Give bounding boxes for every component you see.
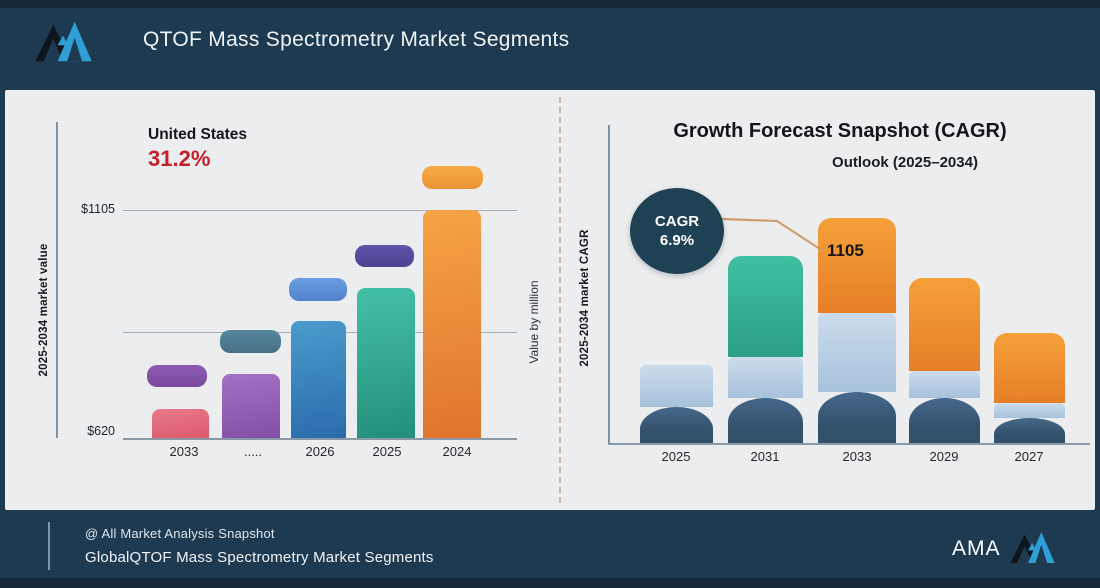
left-y-axis-line: [56, 122, 58, 438]
x-axis-label-2026: 2026: [305, 444, 335, 459]
x-axis-label-2027: 2027: [1014, 449, 1044, 464]
cap-marker-2024: [422, 166, 483, 189]
ama-logo-icon: [35, 21, 92, 62]
panel-divider: [559, 97, 561, 503]
right-y-axis-line: [608, 125, 610, 443]
market-value-bar-2025: [357, 288, 415, 438]
market-value-bar-2026: [291, 321, 346, 438]
navy-segment-2029: [909, 398, 980, 443]
forecast-chart-subtitle: Outlook (2025–2034): [832, 154, 978, 171]
cap-marker-.....: [220, 330, 281, 353]
navy-segment-2033: [818, 392, 896, 443]
mid-segment-2027: [994, 403, 1065, 418]
forecast-chart-title: Growth Forecast Snapshot (CAGR): [673, 120, 1007, 142]
x-axis-label-2033: 2033: [842, 449, 872, 464]
charts-panel: 2025-2034 market value $1105 $620 United…: [5, 90, 1095, 510]
x-axis-label-.....: .....: [243, 444, 263, 459]
x-axis-label-2031: 2031: [750, 449, 780, 464]
ytick-620: $620: [87, 424, 115, 438]
x-axis-label-2029: 2029: [929, 449, 959, 464]
left-bars-group: 2033..... 2026 2025 2024: [5, 90, 1095, 510]
ytick-1105: $1105: [81, 202, 115, 216]
navy-segment-2027: [994, 418, 1065, 443]
x-axis-label-2025: 2025: [661, 449, 691, 464]
cap-marker-2025: [355, 245, 414, 267]
orange-segment-2029: [909, 278, 980, 371]
cagr-bubble: CAGR 6.9%: [630, 188, 724, 274]
mid-segment-2033: [818, 313, 896, 392]
right-x-axis-line: [608, 443, 1090, 445]
x-axis-label-2033: 2033: [169, 444, 199, 459]
footer-bottom-strip: [0, 578, 1100, 588]
x-axis-label-2025: 2025: [372, 444, 402, 459]
footer-subtitle: GlobalQTOF Mass Spectrometry Market Segm…: [85, 549, 434, 566]
mid-segment-2031: [728, 357, 803, 398]
bar-value-label-1105: 1105: [827, 241, 864, 260]
header-top-strip: [0, 0, 1100, 8]
gridline-1105: [123, 210, 517, 211]
right-bars-group: 2025 2031 2033 2029 2027: [5, 90, 1095, 510]
left-x-axis-line: [123, 438, 517, 440]
market-value-bar-2033: [152, 409, 209, 438]
footer-ama-logo-icon: [1010, 532, 1055, 563]
cagr-bubble-label: CAGR: [654, 212, 700, 230]
market-value-bar-2024: [423, 210, 481, 438]
mid-segment-2025: [640, 365, 713, 407]
attribution-text: @ All Market Analysis Snapshot: [85, 526, 275, 541]
brand-text: AMA: [952, 537, 1001, 560]
country-title: United States: [148, 126, 248, 143]
mid-segment-2029: [909, 371, 980, 398]
highlight-percentage: 31.2%: [148, 146, 211, 171]
cap-marker-2026: [289, 278, 347, 301]
navy-segment-2031: [728, 398, 803, 443]
cagr-bubble-value: 6.9%: [659, 232, 695, 249]
teal-segment-2031: [728, 256, 803, 357]
page-title: QTOF Mass Spectrometry Market Segments: [143, 28, 570, 51]
footer-divider: [48, 522, 50, 570]
orange-segment-2027: [994, 333, 1065, 403]
orange-segment-2033: [818, 218, 896, 313]
market-value-bar-.....: [222, 374, 280, 438]
navy-segment-2025: [640, 407, 713, 443]
x-axis-label-2024: 2024: [442, 444, 472, 459]
cap-marker-2033: [147, 365, 207, 387]
cagr-connector-line: [721, 217, 824, 252]
